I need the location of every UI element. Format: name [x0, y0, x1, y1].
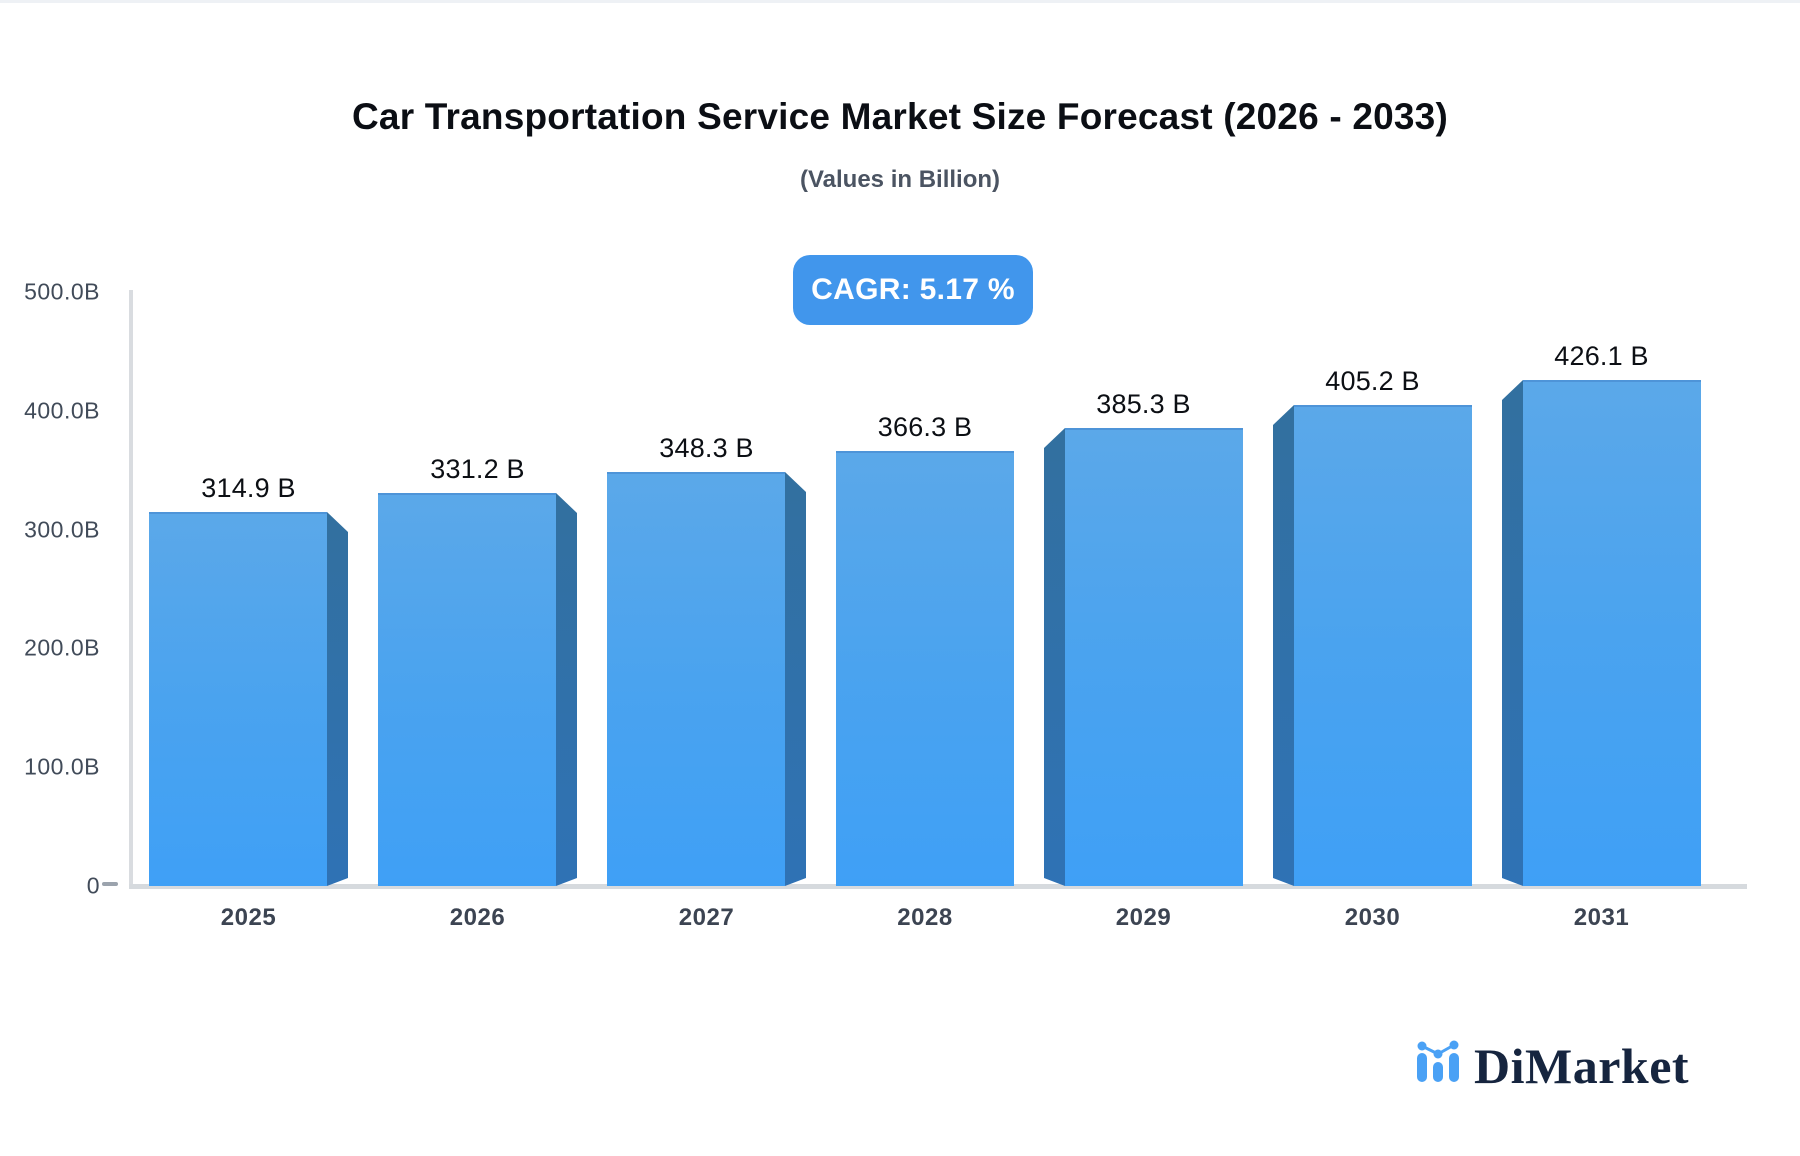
- x-tick-label: 2030: [1344, 904, 1401, 931]
- x-tick-label: 2028: [897, 904, 953, 931]
- zero-tick-dash: [102, 882, 118, 886]
- y-tick-label: 0: [86, 872, 100, 899]
- x-tick-label: 2025: [220, 904, 277, 931]
- y-tick-label: 100.0B: [24, 753, 100, 780]
- bar-side-face: [1502, 380, 1523, 886]
- bar-front-face: [1065, 428, 1243, 886]
- y-tick-label: 200.0B: [24, 634, 100, 661]
- x-tick-label: 2026: [449, 904, 506, 931]
- bar-2028[interactable]: [836, 451, 1014, 886]
- bar-2030[interactable]: [1273, 405, 1472, 886]
- dimarket-logo-icon: [1414, 1038, 1462, 1091]
- y-axis-line: [129, 290, 133, 888]
- bar-value-label: 331.2 B: [430, 454, 525, 484]
- y-tick-label: 500.0B: [24, 278, 100, 305]
- x-tick-label: 2029: [1115, 904, 1172, 931]
- x-tick-label: 2031: [1573, 904, 1630, 931]
- bar-side-face: [556, 493, 577, 886]
- bar-front-face: [836, 451, 1014, 886]
- bar-2027[interactable]: [607, 472, 806, 886]
- bar-value-label: 314.9 B: [201, 473, 296, 503]
- bar-2031[interactable]: [1502, 380, 1701, 886]
- y-tick-label: 400.0B: [24, 397, 100, 424]
- bar-side-face: [1044, 428, 1065, 886]
- dimarket-logo-text: DiMarket: [1474, 1038, 1690, 1094]
- bar-value-label: 405.2 B: [1325, 366, 1420, 396]
- y-tick-label: 300.0B: [24, 516, 100, 543]
- bar-side-face: [785, 472, 806, 886]
- chart-title: Car Transportation Service Market Size F…: [352, 96, 1448, 137]
- bar-side-face: [327, 512, 348, 886]
- cagr-badge: CAGR: 5.17 %: [793, 255, 1033, 325]
- x-tick-label: 2027: [678, 904, 735, 931]
- bar-front-face: [1294, 405, 1472, 886]
- bar-value-label: 348.3 B: [659, 433, 754, 463]
- top-border: [0, 0, 1800, 3]
- bar-2029[interactable]: [1044, 428, 1243, 886]
- bar-front-face: [149, 512, 327, 886]
- bar-value-label: 385.3 B: [1096, 389, 1191, 419]
- bar-front-face: [378, 493, 556, 886]
- bar-2026[interactable]: [378, 493, 577, 886]
- bar-2025[interactable]: [149, 512, 348, 886]
- bar-value-label: 366.3 B: [877, 412, 973, 442]
- bar-value-label: 426.1 B: [1554, 341, 1649, 371]
- bar-front-face: [1523, 380, 1701, 886]
- chart-subtitle: (Values in Billion): [799, 166, 1001, 193]
- dimarket-logo: DiMarket: [1414, 1038, 1689, 1091]
- bar-front-face: [607, 472, 785, 886]
- x-axis-line: [129, 884, 1747, 889]
- bar-side-face: [1273, 405, 1294, 886]
